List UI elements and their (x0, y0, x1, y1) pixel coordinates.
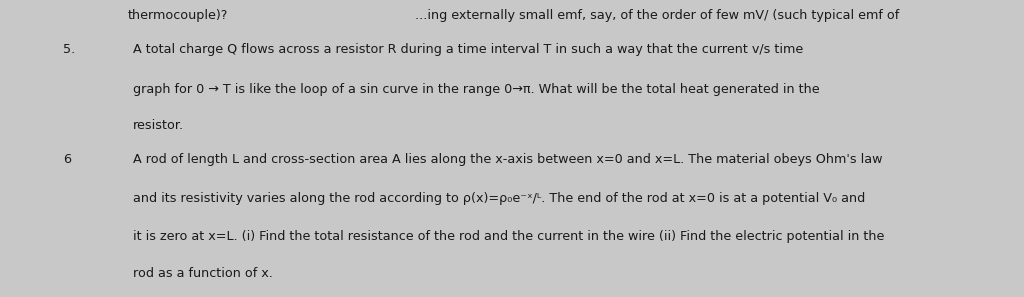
Text: 6: 6 (63, 153, 72, 166)
Text: A total charge Q flows across a resistor R during a time interval T in such a wa: A total charge Q flows across a resistor… (133, 43, 804, 56)
Text: rod as a function of x.: rod as a function of x. (133, 267, 273, 280)
Text: resistor.: resistor. (133, 119, 184, 132)
Text: and its resistivity varies along the rod according to ρ(x)=ρ₀e⁻ˣ/ᴸ. The end of t: and its resistivity varies along the rod… (133, 192, 865, 205)
Text: ...ing externally small emf, say, of the order of few mV/ (such typical emf of: ...ing externally small emf, say, of the… (415, 9, 899, 22)
Text: A rod of length L and cross-section area A lies along the x-axis between x=0 and: A rod of length L and cross-section area… (133, 153, 883, 166)
Text: thermocouple)?: thermocouple)? (128, 9, 228, 22)
Text: 5.: 5. (63, 43, 76, 56)
Text: it is zero at x=L. (i) Find the total resistance of the rod and the current in t: it is zero at x=L. (i) Find the total re… (133, 230, 885, 243)
Text: graph for 0 → T is like the loop of a sin curve in the range 0→π. What will be t: graph for 0 → T is like the loop of a si… (133, 83, 820, 96)
